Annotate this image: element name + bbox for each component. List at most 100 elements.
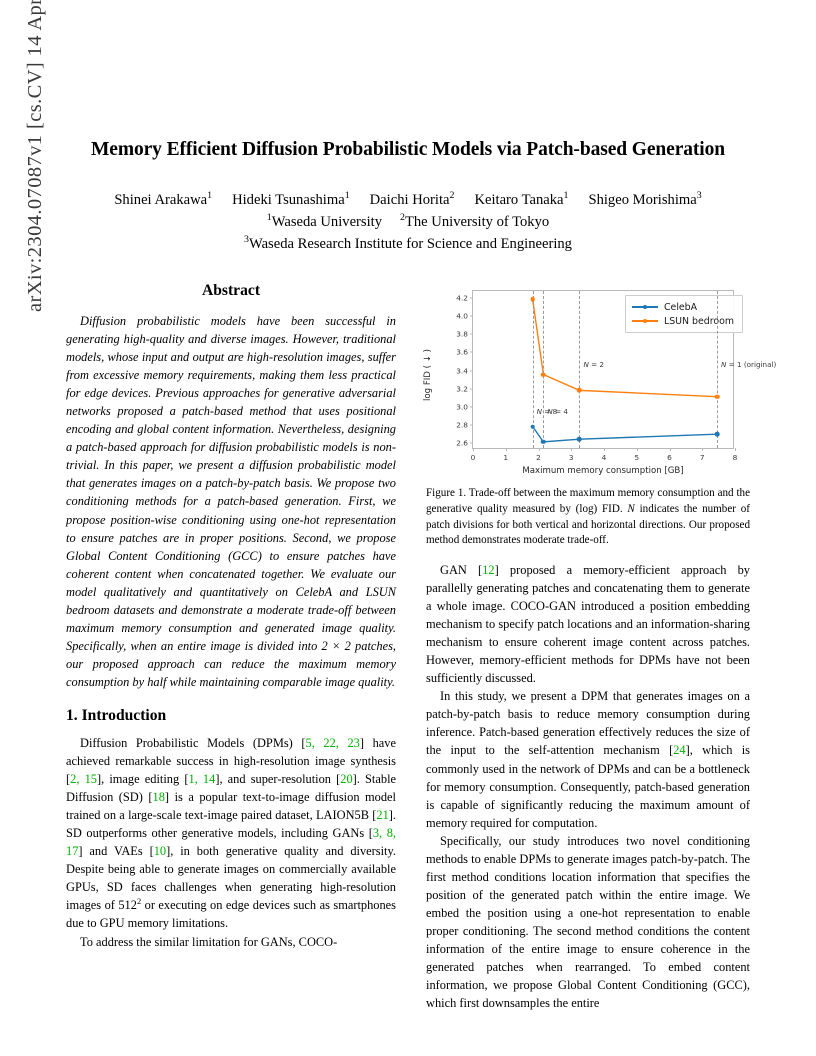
citation-link[interactable]: 21 (376, 808, 389, 823)
chart-y-tick-label: 3.8 (456, 329, 468, 339)
chart-y-tick-mark (470, 333, 473, 335)
chart-reference-line-label: N = 2 (583, 359, 604, 369)
chart-data-point (541, 439, 546, 445)
chart-x-tick-mark (538, 448, 540, 451)
chart-legend: CelebA LSUN bedroom (625, 295, 743, 333)
chart-x-tick-mark (669, 448, 671, 451)
chart-y-tick-label: 2.6 (456, 438, 468, 448)
chart-reference-line-label: N = 4 (547, 406, 568, 416)
chart-y-tick-label: 4.2 (456, 293, 468, 303)
chart-x-tick-label: 8 (732, 453, 738, 462)
chart-reference-line (532, 291, 534, 448)
chart-x-tick-label: 2 (536, 453, 541, 462)
text-run: ]. Stable Diffusion (SD) [ (66, 772, 397, 805)
text-run: ] and VAEs [ (78, 844, 154, 859)
chart-y-tick-mark (470, 424, 473, 426)
chart-x-tick-mark (571, 448, 573, 451)
chart-y-tick-mark (470, 315, 473, 317)
chart-x-tick-mark (735, 448, 736, 451)
chart-x-tick-label: 1 (503, 453, 509, 462)
chart-x-tick-mark (636, 448, 638, 451)
chart-y-axis-label: log FID ( ↓ ) (423, 348, 433, 402)
author-name: Shinei Arakawa1 (114, 190, 213, 208)
chart-y-tick-mark (470, 351, 473, 353)
right-paragraph-1: GAN [12] proposed a memory-efficient app… (426, 561, 750, 687)
citation-link[interactable]: 12 (482, 563, 495, 577)
text-run: ] proposed a memory-efficient approach b… (426, 563, 750, 686)
chart-reference-line-label: N = 8 (536, 406, 558, 416)
author-name: Shigeo Morishima3 (588, 190, 702, 208)
chart-y-tick-label: 3.6 (456, 347, 468, 357)
right-column-body: GAN [12] proposed a memory-efficient app… (426, 561, 750, 1012)
affiliation-list: 1Waseda University 2The University of Tok… (66, 212, 750, 256)
chart-data-point (714, 394, 720, 399)
affiliation-marker: 1 (266, 212, 272, 224)
chart-reference-line (716, 291, 718, 448)
chart-reference-line-label: N = 1 (original) (720, 359, 777, 369)
author-name: Hideki Tsunashima1 (232, 190, 350, 208)
text-run: ] is a popular text-to-image diffusion m… (66, 790, 396, 823)
chart-x-tick-label: 4 (601, 453, 607, 462)
chart-plot-area: CelebA LSUN bedroom 2.6 2.8 3.0 3.2 3.4 3.6 3.… (456, 290, 776, 462)
intro-paragraph-1: Diffusion Probabilistic Models (DPMs) [5… (66, 734, 396, 933)
right-paragraph-2: In this study, we present a DPM that gen… (426, 687, 750, 831)
page-title: Memory Efficient Diffusion Probabilistic… (90, 139, 726, 160)
chart-y-tick-mark (470, 297, 473, 299)
legend-swatch-icon (632, 316, 658, 326)
citation-link[interactable]: 1, 14 (188, 772, 216, 787)
chart-series-lines (531, 299, 718, 443)
text-run: ], image editing [ (96, 772, 189, 787)
chart-x-tick-label: 6 (667, 453, 672, 462)
chart-x-tick-label: 7 (699, 453, 705, 462)
author-affiliation-marker: 1 (563, 190, 569, 202)
affiliation: 1Waseda University (266, 212, 383, 230)
abstract-heading: Abstract (201, 282, 261, 299)
text-run: Figure 1. Trade-off between the maximum … (426, 487, 750, 515)
chart-y-tick-label: 3.4 (456, 366, 468, 375)
citation-link[interactable]: 24 (673, 743, 686, 758)
text-run: ] have achieved remarkable success in hi… (66, 735, 396, 787)
affiliation-marker: 3 (244, 234, 249, 246)
arxiv-stamp: arXiv:2304.07087v1 [cs.CV] 14 Apr 2023 (23, 0, 46, 312)
citation-link[interactable]: 18 (152, 790, 165, 805)
affiliation: 3Waseda Research Institute for Science a… (244, 234, 572, 252)
author-affiliation-marker: 1 (344, 190, 350, 202)
legend-item-lsun: LSUN bedroom (632, 314, 734, 328)
chart-y-tick-label: 2.8 (456, 420, 468, 430)
text-run: ], which is commonly used in the network… (426, 743, 750, 830)
left-column: Abstract Diffusion probabilistic models … (66, 282, 396, 951)
citation-link[interactable]: 10 (153, 844, 167, 859)
chart-reference-line (543, 291, 545, 448)
citation-link[interactable]: 3, 8, 17 (66, 826, 397, 859)
citation-link[interactable]: 2, 15 (70, 772, 97, 787)
text-run: indicates the number of patch divisions … (426, 502, 750, 547)
chart-x-tick-mark (473, 448, 474, 451)
author-list: Shinei Arakawa1 Hideki Tsunashima1 Daichi … (66, 190, 750, 211)
chart-y-tick-mark (470, 370, 473, 371)
citation-link[interactable]: 20 (340, 772, 353, 787)
author-name: Daichi Horita2 (369, 190, 455, 208)
figure-caption: Figure 1. Trade-off between the maximum … (426, 486, 750, 549)
chart-reference-line (579, 291, 581, 448)
chart-x-axis-label: Maximum memory consumption [GB] (522, 466, 684, 476)
affiliation: 2The University of Tokyo (400, 212, 550, 230)
chart-x-tick-label: 5 (634, 453, 640, 462)
text-run: ]. SD outperforms other generative model… (66, 808, 396, 841)
chart-y-tick-label: 3.2 (456, 384, 468, 394)
text-run: ], and super-resolution [ (215, 772, 341, 787)
text-run: or executing on edge devices such as sma… (66, 898, 397, 931)
superscript: 2 (136, 896, 142, 907)
chart-data-point (714, 431, 720, 437)
chart-x-tick-mark (702, 448, 704, 451)
affiliation-marker: 2 (400, 212, 405, 224)
figure-1: log FID ( ↓ ) Maximum memory consumption… (423, 282, 776, 549)
author-affiliation-marker: 3 (696, 190, 702, 202)
text-run: GAN [ (440, 563, 483, 577)
chart-trade-off: log FID ( ↓ ) Maximum memory consumption… (423, 282, 776, 482)
chart-data-point (530, 424, 535, 429)
chart-line-celeba (532, 426, 718, 443)
citation-link[interactable]: 5, 22, 23 (305, 735, 360, 750)
text-run: Diffusion Probabilistic Models (DPMs) [ (80, 735, 306, 750)
legend-label: LSUN bedroom (664, 315, 734, 327)
